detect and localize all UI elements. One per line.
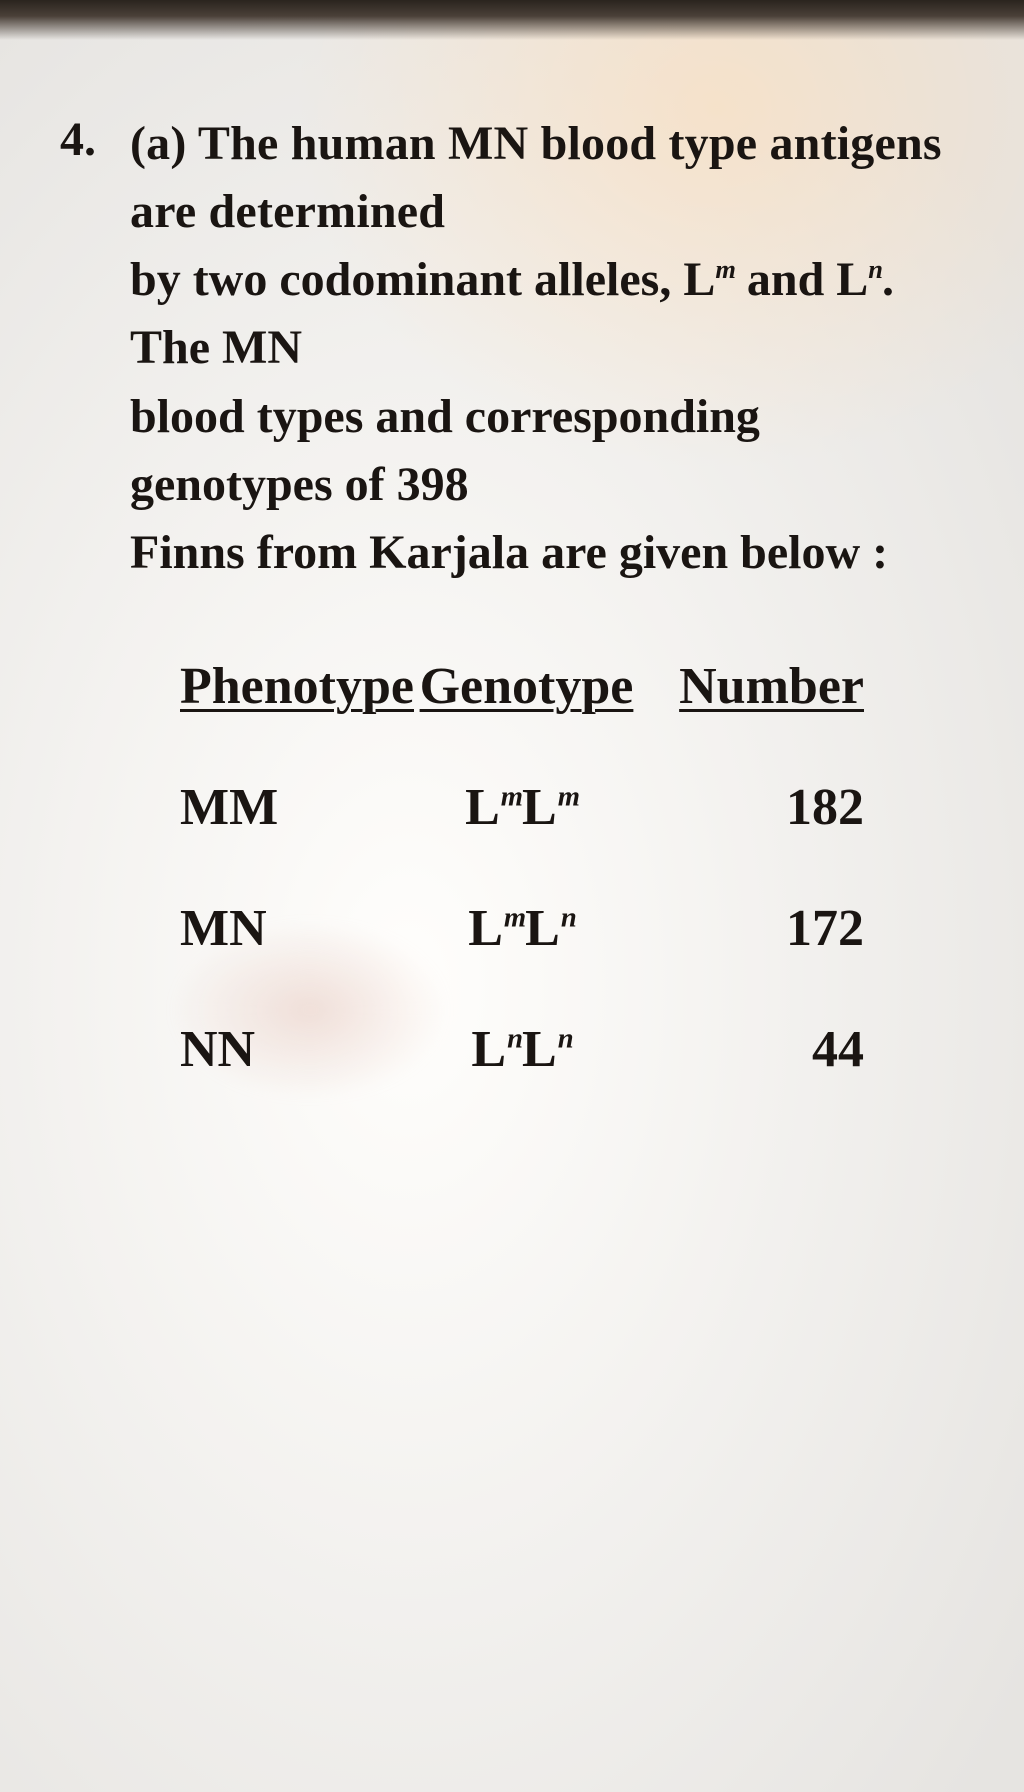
table-row: MM LmLm 182: [180, 778, 894, 837]
table-header-row: Phenotype Genotype Number: [180, 657, 894, 716]
col-header-genotype: Genotype: [414, 657, 639, 716]
cell-number: 172: [636, 899, 894, 958]
cell-genotype: LnLn: [408, 1020, 636, 1079]
scanned-page: 4. (a) The human MN blood type antigens …: [0, 0, 1024, 1792]
table-row: MN LmLn 172: [180, 899, 894, 958]
cell-phenotype: MN: [180, 899, 408, 958]
col-header-number: Number: [639, 657, 894, 716]
question-content: 4. (a) The human MN blood type antigens …: [60, 110, 974, 1141]
question-body-line-1: (a) The human MN blood type antigens are…: [130, 110, 974, 246]
table-row: NN LnLn 44: [180, 1020, 894, 1079]
page-top-edge-shadow: [0, 0, 1024, 40]
col-header-phenotype: Phenotype: [180, 657, 414, 716]
cell-number: 182: [636, 778, 894, 837]
cell-phenotype: NN: [180, 1020, 408, 1079]
q-text-line-2: blood types and corresponding genotypes …: [130, 383, 974, 519]
q-text-line-3: Finns from Karjala are given below :: [130, 519, 974, 587]
q-text-line-1: by two codominant alleles, Lm and Ln. Th…: [130, 246, 974, 382]
cell-phenotype: MM: [180, 778, 408, 837]
cell-number: 44: [636, 1020, 894, 1079]
question-number: 4.: [60, 110, 130, 170]
q-text-line-0: The human MN blood type antigens are det…: [130, 117, 942, 238]
part-label: (a): [130, 117, 187, 170]
genotype-table: Phenotype Genotype Number MM LmLm 182 MN…: [180, 657, 894, 1079]
cell-genotype: LmLm: [408, 778, 636, 837]
cell-genotype: LmLn: [408, 899, 636, 958]
question-first-line: 4. (a) The human MN blood type antigens …: [60, 110, 974, 246]
